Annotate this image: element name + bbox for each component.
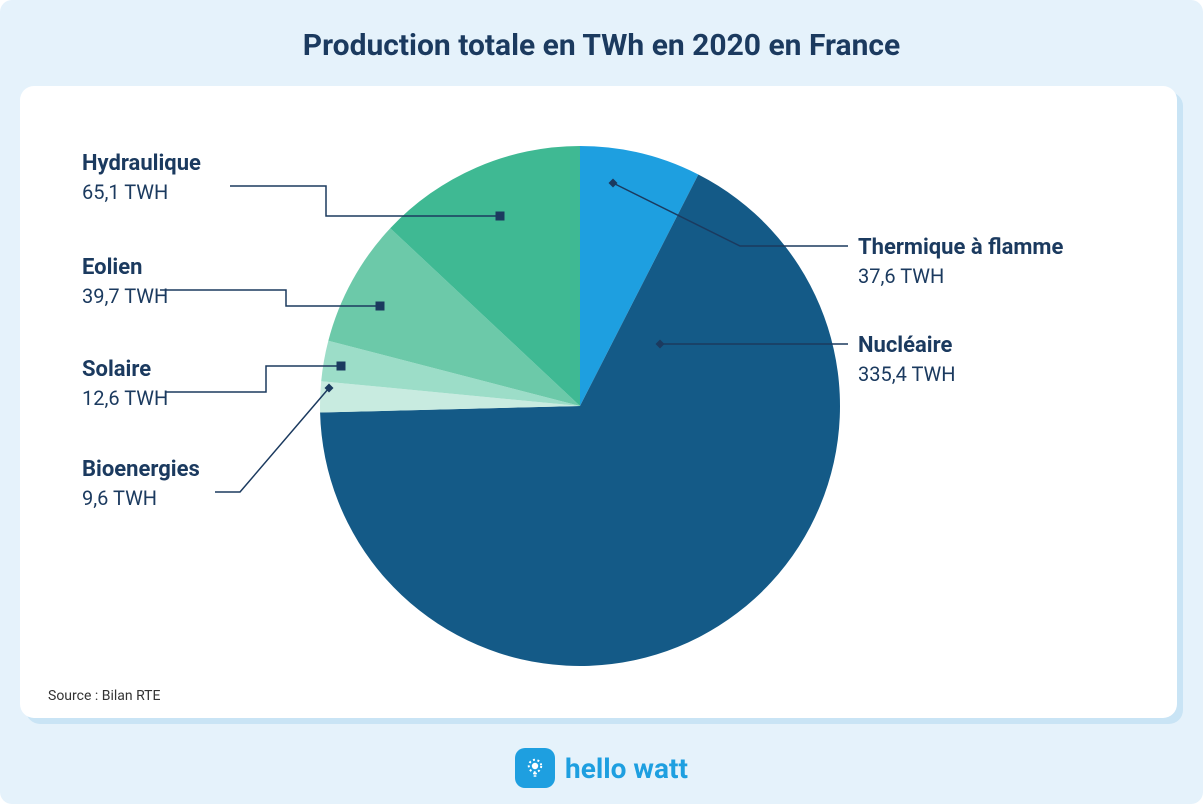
slice-label-name: Eolien: [82, 254, 168, 282]
slice-label: Hydraulique65,1 TWH: [82, 150, 201, 204]
leader-marker: [337, 362, 346, 371]
slice-label: Eolien39,7 TWH: [82, 254, 168, 308]
slice-label-value: 37,6 TWH: [858, 264, 1063, 288]
logo-row: hello watt: [0, 748, 1203, 788]
slice-label: Thermique à flamme37,6 TWH: [858, 234, 1063, 288]
slice-label-name: Nucléaire: [858, 332, 956, 360]
slice-label: Bioenergies9,6 TWH: [82, 456, 200, 510]
slice-label-name: Bioenergies: [82, 456, 200, 484]
leader-marker: [376, 302, 385, 311]
slice-label-value: 65,1 TWH: [82, 180, 201, 204]
infographic-container: Production totale en TWh en 2020 en Fran…: [0, 0, 1203, 804]
source-text: Source : Bilan RTE: [48, 688, 160, 704]
slice-label-name: Solaire: [82, 356, 168, 384]
chart-title: Production totale en TWh en 2020 en Fran…: [20, 28, 1183, 63]
leader-marker: [496, 212, 505, 221]
hellowatt-logo: hello watt: [515, 748, 688, 788]
chart-card: Thermique à flamme37,6 TWH Nucléaire335,4…: [20, 86, 1177, 718]
slice-label: Solaire12,6 TWH: [82, 356, 168, 410]
leader-line: [165, 366, 341, 392]
lightbulb-icon: [515, 748, 555, 788]
slice-label-value: 39,7 TWH: [82, 284, 168, 308]
logo-text: hello watt: [565, 752, 688, 785]
slice-label-name: Hydraulique: [82, 150, 201, 178]
slice-label-name: Thermique à flamme: [858, 234, 1063, 262]
slice-label-value: 9,6 TWH: [82, 486, 200, 510]
slice-label-value: 335,4 TWH: [858, 362, 956, 386]
slice-label: Nucléaire335,4 TWH: [858, 332, 956, 386]
leader-line: [215, 388, 329, 492]
slice-label-value: 12,6 TWH: [82, 386, 168, 410]
